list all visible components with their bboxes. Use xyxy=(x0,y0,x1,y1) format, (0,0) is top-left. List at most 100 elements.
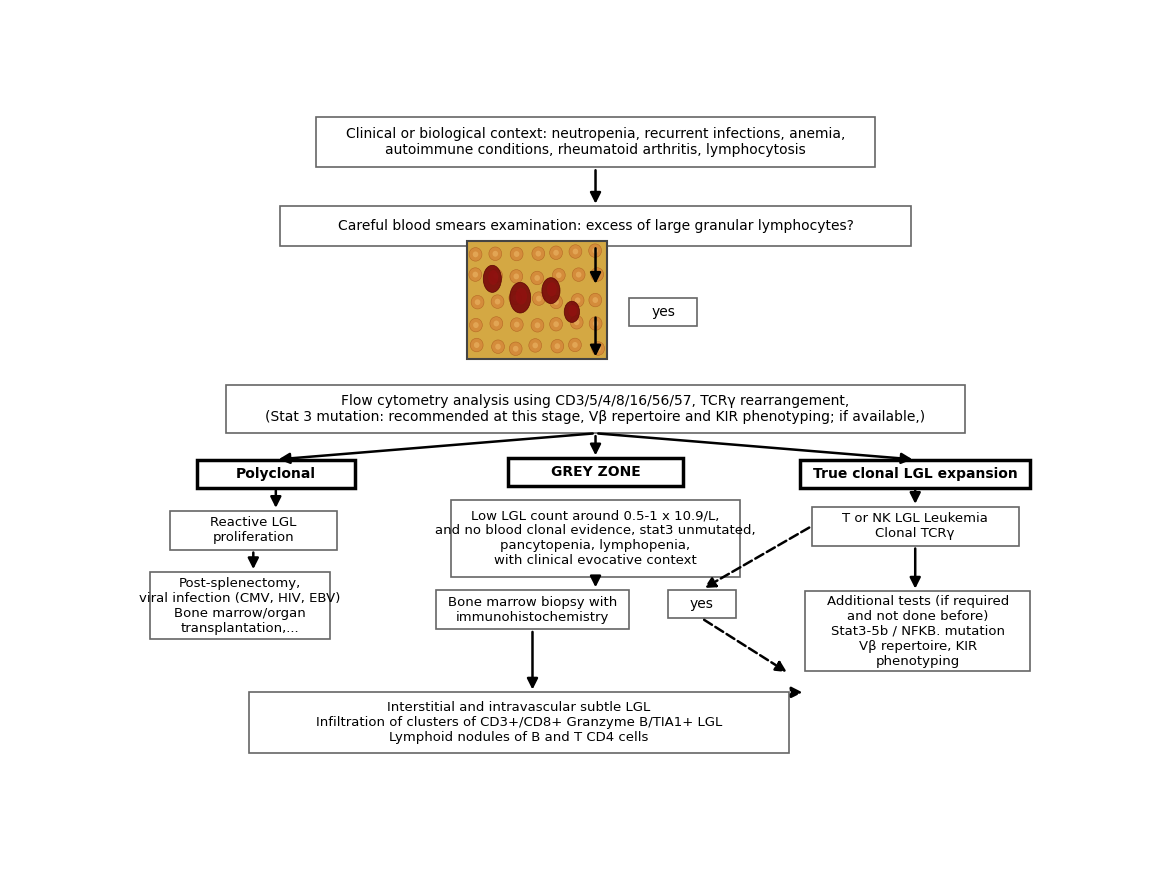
Ellipse shape xyxy=(574,319,580,325)
Text: Careful blood smears examination: excess of large granular lymphocytes?: Careful blood smears examination: excess… xyxy=(338,219,853,233)
Ellipse shape xyxy=(473,252,479,257)
Ellipse shape xyxy=(510,282,531,313)
Ellipse shape xyxy=(595,345,601,351)
Ellipse shape xyxy=(532,292,545,305)
Ellipse shape xyxy=(555,272,561,278)
Ellipse shape xyxy=(571,316,583,329)
Ellipse shape xyxy=(590,267,603,281)
Ellipse shape xyxy=(535,323,540,329)
Ellipse shape xyxy=(554,343,560,349)
Bar xyxy=(249,692,789,753)
Bar xyxy=(801,460,1030,488)
Text: Additional tests (if required
and not done before)
Stat3-5b / NFKB. mutation
Vβ : Additional tests (if required and not do… xyxy=(827,594,1009,668)
Ellipse shape xyxy=(550,317,562,331)
Ellipse shape xyxy=(568,305,576,316)
Ellipse shape xyxy=(595,272,600,277)
Text: T or NK LGL Leukemia
Clonal TCRγ: T or NK LGL Leukemia Clonal TCRγ xyxy=(842,512,988,540)
Bar xyxy=(170,510,337,550)
Ellipse shape xyxy=(514,251,519,257)
Text: GREY ZONE: GREY ZONE xyxy=(551,465,640,479)
Ellipse shape xyxy=(510,247,523,260)
Ellipse shape xyxy=(512,346,518,351)
Ellipse shape xyxy=(471,295,483,309)
Ellipse shape xyxy=(589,294,602,307)
Ellipse shape xyxy=(509,291,522,305)
Ellipse shape xyxy=(469,318,482,332)
Ellipse shape xyxy=(565,302,580,323)
Ellipse shape xyxy=(535,275,540,281)
Ellipse shape xyxy=(494,273,498,279)
Bar xyxy=(227,385,964,434)
Text: Polyclonal: Polyclonal xyxy=(236,467,316,481)
Ellipse shape xyxy=(471,338,483,352)
Text: Post-splenectomy,
viral infection (CMV, HIV, EBV)
Bone marrow/organ
transplantat: Post-splenectomy, viral infection (CMV, … xyxy=(139,577,340,635)
Ellipse shape xyxy=(493,251,498,257)
Ellipse shape xyxy=(473,323,479,328)
Bar xyxy=(280,206,911,246)
Ellipse shape xyxy=(516,288,528,304)
Bar xyxy=(811,507,1019,545)
Ellipse shape xyxy=(568,338,581,351)
Ellipse shape xyxy=(489,247,502,260)
Ellipse shape xyxy=(473,272,478,278)
Bar xyxy=(451,500,739,577)
Ellipse shape xyxy=(589,244,602,258)
Ellipse shape xyxy=(509,342,522,356)
Ellipse shape xyxy=(536,295,541,302)
Ellipse shape xyxy=(593,247,598,253)
Ellipse shape xyxy=(589,316,602,330)
Ellipse shape xyxy=(593,321,598,327)
Ellipse shape xyxy=(514,274,519,280)
Ellipse shape xyxy=(512,295,518,301)
Ellipse shape xyxy=(531,318,544,332)
Ellipse shape xyxy=(475,299,480,305)
Text: Bone marrow biopsy with
immunohistochemistry: Bone marrow biopsy with immunohistochemi… xyxy=(447,595,617,624)
Ellipse shape xyxy=(529,338,541,352)
Ellipse shape xyxy=(489,269,503,282)
Ellipse shape xyxy=(532,343,538,349)
Ellipse shape xyxy=(536,251,541,257)
Bar xyxy=(150,572,330,639)
Ellipse shape xyxy=(553,322,559,327)
Bar xyxy=(436,590,630,629)
Text: yes: yes xyxy=(651,305,675,319)
Ellipse shape xyxy=(550,246,562,260)
Ellipse shape xyxy=(490,316,503,330)
Bar xyxy=(668,590,736,619)
Ellipse shape xyxy=(551,339,564,353)
Ellipse shape xyxy=(553,250,559,256)
Ellipse shape xyxy=(474,342,480,348)
Ellipse shape xyxy=(469,267,482,281)
Text: True clonal LGL expansion: True clonal LGL expansion xyxy=(813,467,1018,481)
Ellipse shape xyxy=(573,248,579,254)
Bar xyxy=(198,460,354,488)
Text: Interstitial and intravascular subtle LGL
Infiltration of clusters of CD3+/CD8+ : Interstitial and intravascular subtle LG… xyxy=(316,701,722,744)
Ellipse shape xyxy=(569,245,582,259)
Bar xyxy=(805,592,1031,671)
Bar xyxy=(630,298,697,326)
Ellipse shape xyxy=(552,268,565,282)
Text: Reactive LGL
proliferation: Reactive LGL proliferation xyxy=(210,517,296,545)
Bar xyxy=(467,241,607,359)
Ellipse shape xyxy=(492,295,504,309)
Ellipse shape xyxy=(550,295,562,309)
Ellipse shape xyxy=(469,247,482,261)
Text: Low LGL count around 0.5-1 x 10.9/L,
and no blood clonal evidence, stat3 unmutat: Low LGL count around 0.5-1 x 10.9/L, and… xyxy=(436,510,755,567)
Ellipse shape xyxy=(572,294,584,307)
Bar xyxy=(316,116,875,167)
Ellipse shape xyxy=(532,246,545,260)
Ellipse shape xyxy=(531,271,544,285)
Bar xyxy=(508,458,683,487)
Ellipse shape xyxy=(510,318,523,331)
Ellipse shape xyxy=(494,321,500,326)
Text: Flow cytometry analysis using CD3/5/4/8/16/56/57, TCRγ rearrangement,
(Stat 3 mu: Flow cytometry analysis using CD3/5/4/8/… xyxy=(265,394,926,424)
Ellipse shape xyxy=(572,267,584,281)
Ellipse shape xyxy=(553,299,559,305)
Ellipse shape xyxy=(575,297,580,303)
Ellipse shape xyxy=(547,282,557,296)
Ellipse shape xyxy=(510,269,523,283)
Text: yes: yes xyxy=(690,597,713,611)
Ellipse shape xyxy=(591,342,604,355)
Ellipse shape xyxy=(492,340,504,353)
Ellipse shape xyxy=(488,270,498,285)
